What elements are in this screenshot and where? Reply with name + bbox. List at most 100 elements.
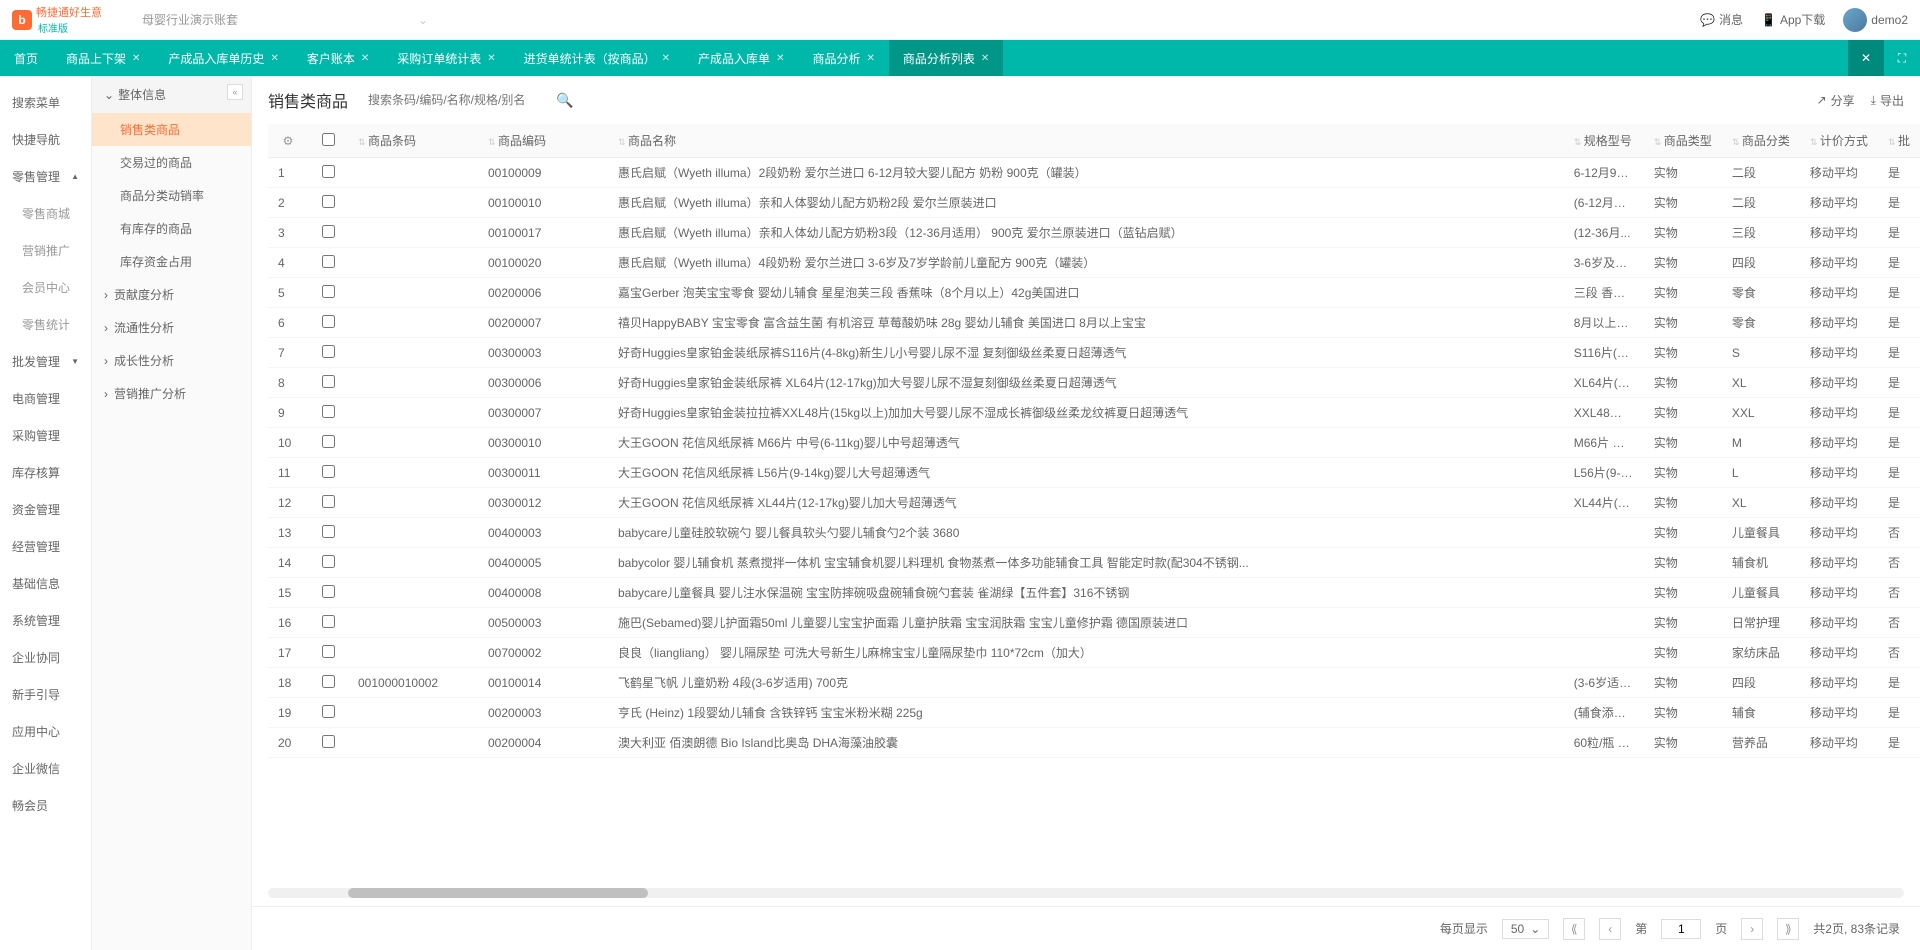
nav-畅会员[interactable]: 畅会员	[0, 787, 91, 824]
table-row[interactable]: 2000200004澳大利亚 佰澳朗德 Bio Island比奥岛 DHA海藻油…	[268, 728, 1920, 758]
close-icon[interactable]: ✕	[270, 53, 278, 64]
nav-零售统计[interactable]: 零售统计	[0, 306, 91, 343]
table-row[interactable]: 800300006好奇Huggies皇家铂金装纸尿裤 XL64片(12-17kg…	[268, 368, 1920, 398]
table-row[interactable]: 100100009惠氏启赋（Wyeth illuma）2段奶粉 爱尔兰进口 6-…	[268, 158, 1920, 188]
share-button[interactable]: ↗分享	[1817, 92, 1855, 109]
col-商品名称[interactable]: 商品名称	[608, 124, 1564, 158]
close-icon[interactable]: ✕	[132, 53, 140, 64]
nav-资金管理[interactable]: 资金管理	[0, 491, 91, 528]
table-row[interactable]: 1200300012大王GOON 花信风纸尿裤 XL44片(12-17kg)婴儿…	[268, 488, 1920, 518]
app-download-link[interactable]: 📱App下载	[1761, 11, 1825, 28]
nav-营销推广[interactable]: 营销推广	[0, 232, 91, 269]
per-page-select[interactable]: 50⌄	[1502, 919, 1549, 939]
subnav-group-流通性分析[interactable]: ›流通性分析	[92, 311, 251, 344]
tab-产成品入库单[interactable]: 产成品入库单✕	[684, 40, 798, 76]
subnav-库存资金占用[interactable]: 库存资金占用	[92, 245, 251, 278]
close-icon[interactable]: ✕	[866, 53, 874, 64]
row-checkbox[interactable]	[322, 405, 335, 418]
nav-电商管理[interactable]: 电商管理	[0, 380, 91, 417]
row-checkbox[interactable]	[322, 345, 335, 358]
tab-商品分析列表[interactable]: 商品分析列表✕	[889, 40, 1003, 76]
table-row[interactable]: 600200007禧贝HappyBABY 宝宝零食 富含益生菌 有机溶豆 草莓酸…	[268, 308, 1920, 338]
nav-经营管理[interactable]: 经营管理	[0, 528, 91, 565]
row-checkbox[interactable]	[322, 525, 335, 538]
row-checkbox[interactable]	[322, 465, 335, 478]
table-wrapper[interactable]: ⚙商品条码商品编码商品名称规格型号商品类型商品分类计价方式批 100100009…	[252, 124, 1920, 886]
row-checkbox[interactable]	[322, 285, 335, 298]
table-row[interactable]: 900300007好奇Huggies皇家铂金装拉拉裤XXL48片(15kg以上)…	[268, 398, 1920, 428]
row-checkbox[interactable]	[322, 225, 335, 238]
table-row[interactable]: 200100010惠氏启赋（Wyeth illuma）亲和人体婴幼儿配方奶粉2段…	[268, 188, 1920, 218]
table-row[interactable]: 1400400005babycolor 婴儿辅食机 蒸煮搅拌一体机 宝宝辅食机婴…	[268, 548, 1920, 578]
nav-企业微信[interactable]: 企业微信	[0, 750, 91, 787]
table-row[interactable]: 300100017惠氏启赋（Wyeth illuma）亲和人体幼儿配方奶粉3段（…	[268, 218, 1920, 248]
horizontal-scrollbar[interactable]	[268, 888, 1904, 898]
row-checkbox[interactable]	[322, 165, 335, 178]
col-规格型号[interactable]: 规格型号	[1564, 124, 1644, 158]
collapse-button[interactable]: «	[227, 84, 243, 100]
table-row[interactable]: 1600500003施巴(Sebamed)婴儿护面霜50ml 儿童婴儿宝宝护面霜…	[268, 608, 1920, 638]
col-计价方式[interactable]: 计价方式	[1800, 124, 1878, 158]
table-row[interactable]: 1000300010大王GOON 花信风纸尿裤 M66片 中号(6-11kg)婴…	[268, 428, 1920, 458]
export-button[interactable]: ⤓导出	[1871, 92, 1904, 109]
nav-企业协同[interactable]: 企业协同	[0, 639, 91, 676]
account-selector[interactable]: 母婴行业演示账套	[142, 11, 238, 28]
row-checkbox[interactable]	[322, 645, 335, 658]
nav-应用中心[interactable]: 应用中心	[0, 713, 91, 750]
row-checkbox[interactable]	[322, 675, 335, 688]
scroll-thumb[interactable]	[348, 888, 648, 898]
col-商品条码[interactable]: 商品条码	[348, 124, 478, 158]
row-checkbox[interactable]	[322, 315, 335, 328]
tab-首页[interactable]: 首页	[0, 40, 52, 76]
column-settings[interactable]: ⚙	[268, 124, 308, 158]
table-row[interactable]: 400100020惠氏启赋（Wyeth illuma）4段奶粉 爱尔兰进口 3-…	[268, 248, 1920, 278]
nav-基础信息[interactable]: 基础信息	[0, 565, 91, 602]
subnav-销售类商品[interactable]: 销售类商品	[92, 113, 251, 146]
nav-批发管理[interactable]: 批发管理▼	[0, 343, 91, 380]
nav-搜索菜单[interactable]: 搜索菜单	[0, 84, 91, 121]
tab-采购订单统计表[interactable]: 采购订单统计表✕	[383, 40, 509, 76]
close-icon[interactable]: ✕	[662, 53, 670, 64]
table-row[interactable]: 1800100001000200100014飞鹤星飞帆 儿童奶粉 4段(3-6岁…	[268, 668, 1920, 698]
close-icon[interactable]: ✕	[361, 53, 369, 64]
messages-link[interactable]: 💬消息	[1700, 11, 1743, 28]
row-checkbox[interactable]	[322, 375, 335, 388]
row-checkbox[interactable]	[322, 495, 335, 508]
subnav-group-贡献度分析[interactable]: ›贡献度分析	[92, 278, 251, 311]
table-row[interactable]: 1100300011大王GOON 花信风纸尿裤 L56片(9-14kg)婴儿大号…	[268, 458, 1920, 488]
next-page-button[interactable]: ›	[1741, 918, 1763, 940]
col-商品类型[interactable]: 商品类型	[1644, 124, 1722, 158]
chevron-down-icon[interactable]: ⌄	[418, 13, 428, 27]
close-icon[interactable]: ✕	[981, 53, 989, 64]
row-checkbox[interactable]	[322, 585, 335, 598]
nav-零售商城[interactable]: 零售商城	[0, 195, 91, 232]
table-row[interactable]: 1700700002良良（liangliang） 婴儿隔尿垫 可洗大号新生儿麻棉…	[268, 638, 1920, 668]
subnav-交易过的商品[interactable]: 交易过的商品	[92, 146, 251, 179]
tab-商品分析[interactable]: 商品分析✕	[798, 40, 888, 76]
tab-产成品入库单历史[interactable]: 产成品入库单历史✕	[154, 40, 292, 76]
nav-会员中心[interactable]: 会员中心	[0, 269, 91, 306]
table-row[interactable]: 1500400008babycare儿童餐具 婴儿注水保温碗 宝宝防摔碗吸盘碗辅…	[268, 578, 1920, 608]
table-row[interactable]: 500200006嘉宝Gerber 泡芙宝宝零食 婴幼儿辅食 星星泡芙三段 香蕉…	[268, 278, 1920, 308]
row-checkbox[interactable]	[322, 555, 335, 568]
search-icon[interactable]: 🔍	[556, 92, 573, 109]
table-row[interactable]: 1300400003babycare儿童硅胶软碗勺 婴儿餐具软头勺婴儿辅食勺2个…	[268, 518, 1920, 548]
col-商品编码[interactable]: 商品编码	[478, 124, 608, 158]
subnav-group-营销推广分析[interactable]: ›营销推广分析	[92, 377, 251, 410]
nav-快捷导航[interactable]: 快捷导航	[0, 121, 91, 158]
prev-page-button[interactable]: ‹	[1599, 918, 1621, 940]
tab-商品上下架[interactable]: 商品上下架✕	[52, 40, 154, 76]
subnav-有库存的商品[interactable]: 有库存的商品	[92, 212, 251, 245]
col-商品分类[interactable]: 商品分类	[1722, 124, 1800, 158]
row-checkbox[interactable]	[322, 615, 335, 628]
tab-进货单统计表（按商品）[interactable]: 进货单统计表（按商品）✕	[510, 40, 684, 76]
table-row[interactable]: 1900200003亨氏 (Heinz) 1段婴幼儿辅食 含铁锌钙 宝宝米粉米糊…	[268, 698, 1920, 728]
close-icon[interactable]: ✕	[487, 53, 495, 64]
row-checkbox[interactable]	[322, 195, 335, 208]
fullscreen-button[interactable]: ⛶	[1884, 40, 1920, 76]
page-input[interactable]	[1661, 919, 1701, 939]
nav-新手引导[interactable]: 新手引导	[0, 676, 91, 713]
last-page-button[interactable]: ⟫	[1777, 918, 1799, 940]
search-input[interactable]	[368, 93, 548, 107]
nav-采购管理[interactable]: 采购管理	[0, 417, 91, 454]
